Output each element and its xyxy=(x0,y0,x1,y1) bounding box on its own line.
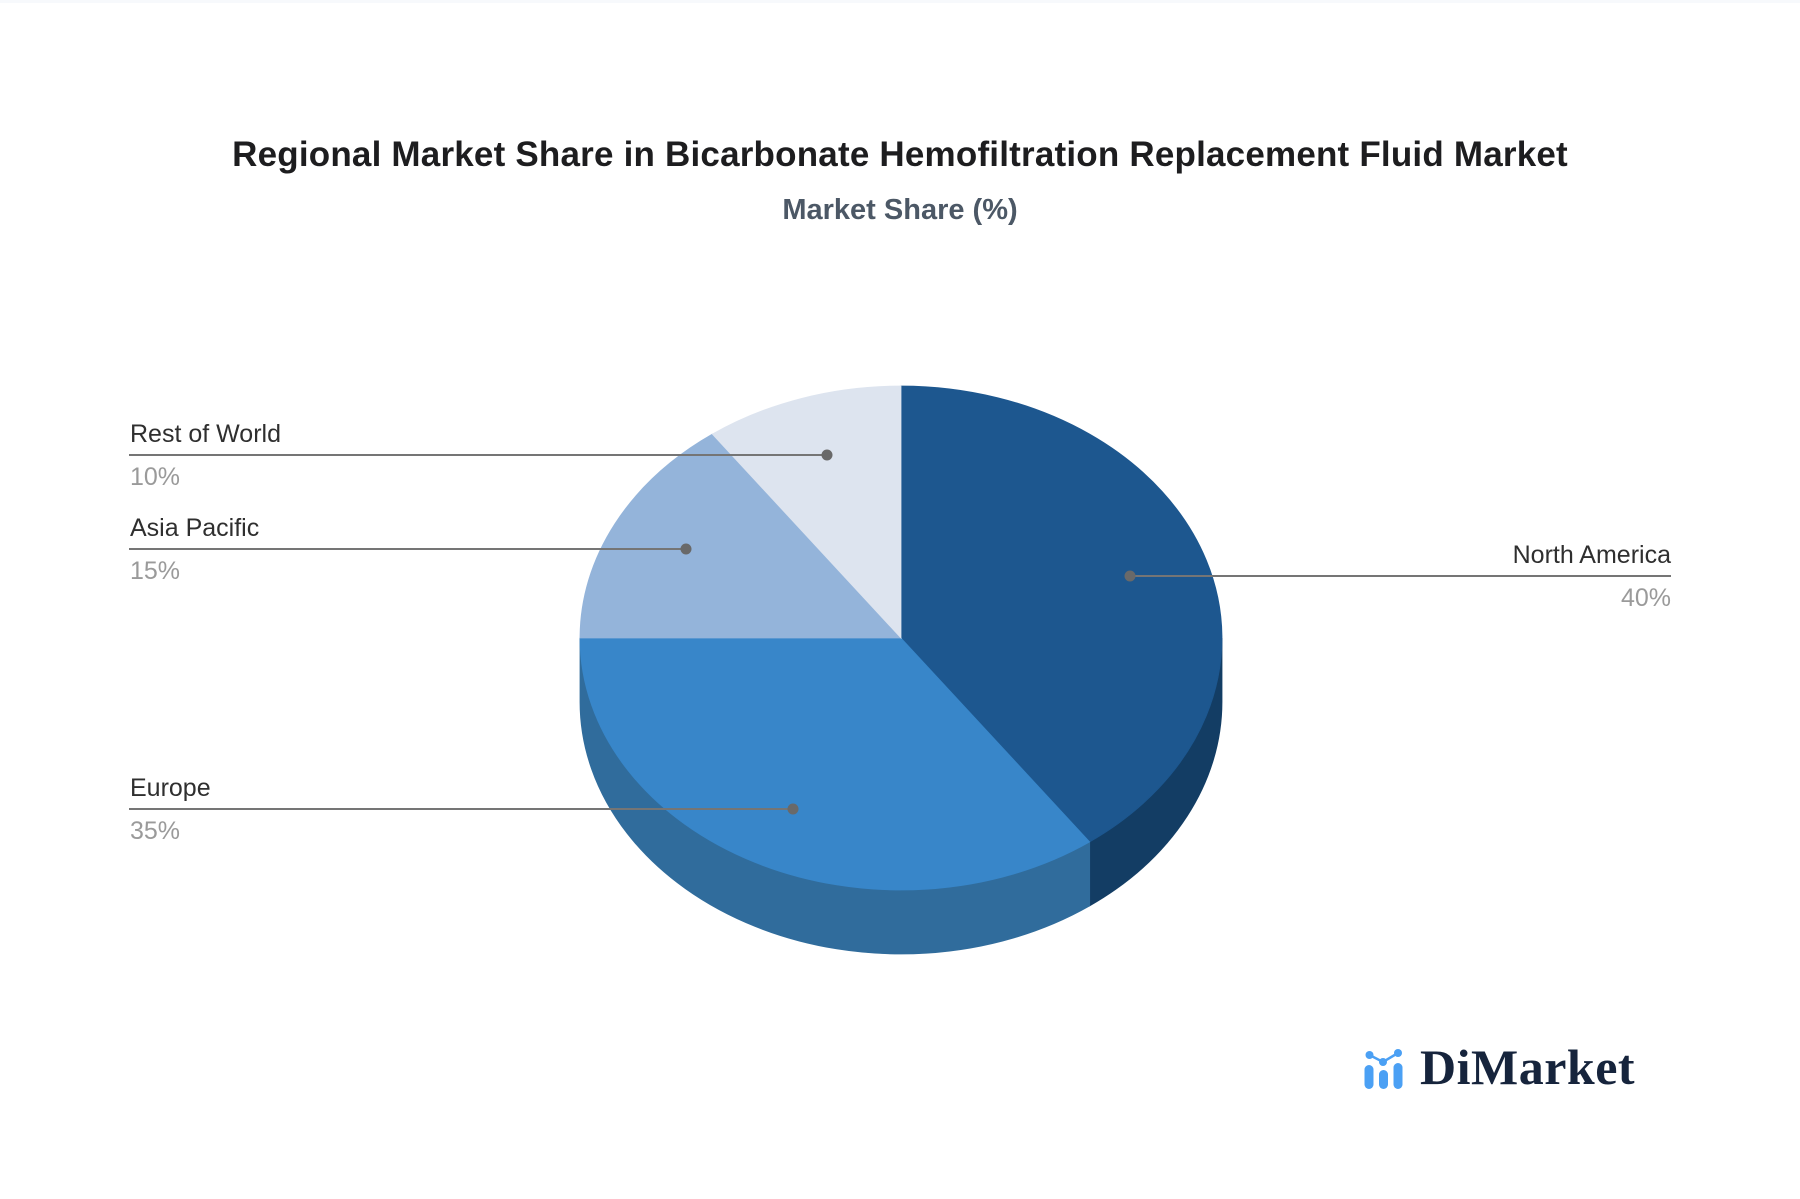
pie-slice-rest-of-world xyxy=(711,385,902,640)
pie-chart xyxy=(129,385,1671,955)
callout-europe: Europe 35% xyxy=(130,774,211,846)
slice-value: 40% xyxy=(1620,584,1671,612)
brand-logo: DiMarket xyxy=(1363,1039,1636,1095)
pie-slice-asia-pacific xyxy=(579,433,902,639)
callout-dot-asia-pacific xyxy=(680,543,692,555)
pie-slice-north-america xyxy=(900,385,1223,843)
slice-label: Europe xyxy=(130,774,211,802)
callout-asia-pacific: Asia Pacific 15% xyxy=(130,514,259,586)
slice-value: 15% xyxy=(130,557,181,585)
callout-dot-rest-of-world xyxy=(821,449,833,461)
slice-label: Asia Pacific xyxy=(130,514,260,542)
pie-slice-europe xyxy=(579,637,1091,891)
slice-label: North America xyxy=(1512,541,1671,569)
callout-rest-of-world: Rest of World 10% xyxy=(130,420,281,492)
slice-value: 10% xyxy=(130,463,181,491)
brand-name: DiMarket xyxy=(1420,1039,1636,1095)
chart-subtitle: Market Share (%) xyxy=(782,194,1018,226)
bar-line-chart-icon xyxy=(1364,1049,1403,1089)
chart-title: Regional Market Share in Bicarbonate Hem… xyxy=(232,135,1568,174)
callout-dot-europe xyxy=(787,803,799,815)
callout-north-america: North America 40% xyxy=(1513,541,1671,613)
slice-value: 35% xyxy=(130,817,181,845)
slice-label: Rest of World xyxy=(130,420,281,448)
callout-dot-north-america xyxy=(1124,570,1136,582)
